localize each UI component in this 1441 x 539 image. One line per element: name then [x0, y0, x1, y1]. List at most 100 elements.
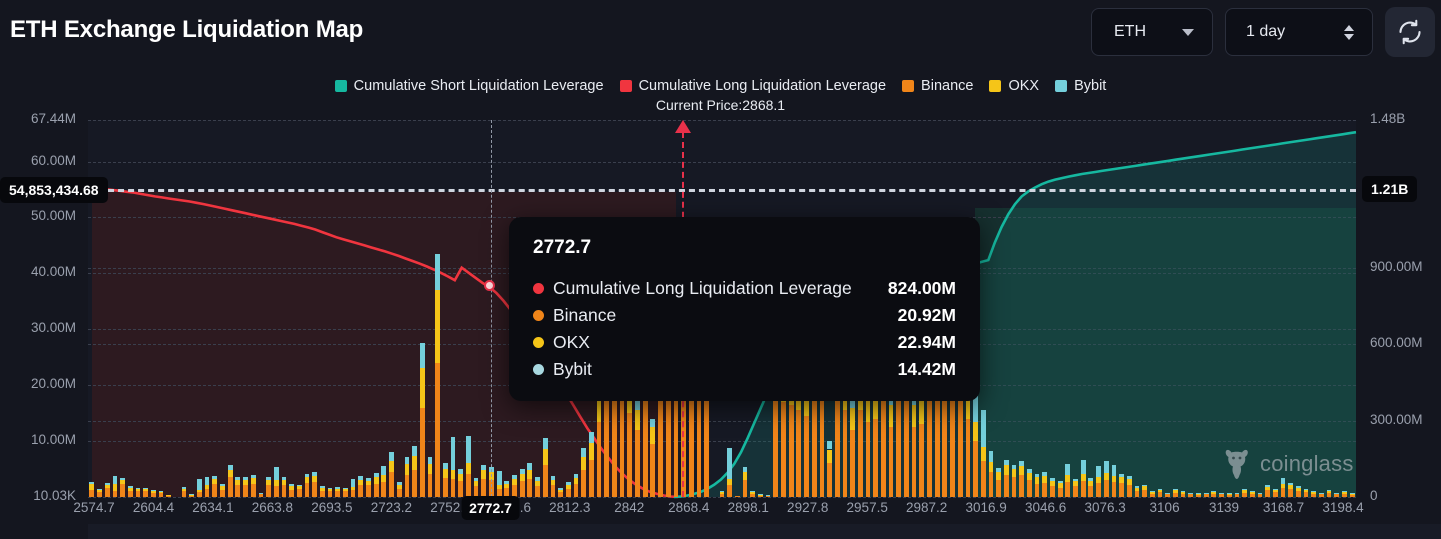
bar-segment — [227, 464, 233, 471]
bar-segment — [273, 485, 279, 497]
right-axis-value-badge: 1.21B — [1362, 175, 1418, 202]
bar-segment — [197, 478, 202, 490]
bar-segment — [381, 482, 387, 497]
legend-item-bybit[interactable]: Bybit — [1055, 78, 1106, 94]
x-axis-tick: 2634.1 — [192, 500, 234, 515]
bar-segment — [1042, 472, 1048, 477]
bar-segment — [466, 463, 471, 475]
bar-segment — [1303, 489, 1309, 492]
bar-segment — [1073, 486, 1078, 497]
bar-segment — [965, 418, 971, 497]
bar-segment — [1203, 493, 1209, 495]
bar-segment — [765, 495, 771, 496]
bar-segment — [1196, 493, 1201, 494]
legend-item-short[interactable]: Cumulative Short Liquidation Leverage — [334, 78, 604, 94]
bar-segment — [1103, 480, 1109, 497]
period-select[interactable]: 1 day — [1225, 8, 1373, 56]
bar-segment — [304, 483, 310, 497]
bar-segment — [619, 362, 625, 497]
bar-segment — [519, 481, 525, 497]
bar-segment — [227, 470, 233, 477]
bar-segment — [304, 477, 310, 484]
legend-item-binance[interactable]: Binance — [902, 78, 973, 94]
bar-segment — [1265, 490, 1270, 497]
x-axis-tick: 2723.2 — [370, 500, 413, 515]
bar-segment — [381, 466, 387, 476]
bar-segment — [1088, 485, 1094, 497]
bar-segment — [1003, 459, 1009, 466]
bar-segment — [412, 446, 417, 456]
bar-segment — [120, 483, 125, 497]
bar-segment — [89, 481, 95, 485]
symbol-select[interactable]: ETH — [1091, 8, 1213, 56]
tooltip-series-dot — [533, 364, 544, 375]
bar-segment — [627, 413, 633, 497]
bar-segment — [466, 435, 471, 464]
bar-segment — [320, 488, 325, 491]
bar-segment — [973, 421, 978, 442]
grid-line — [88, 420, 1356, 422]
bar-segment — [135, 487, 141, 489]
bar-segment — [658, 334, 663, 497]
bar-segment — [927, 385, 932, 497]
grid-line — [88, 120, 1356, 121]
bar-segment — [1319, 492, 1324, 494]
symbol-select-value: ETH — [1114, 23, 1146, 40]
y-axis-left-tick: 67.44M — [30, 111, 76, 126]
bar-segment — [419, 407, 425, 497]
bar-segment — [911, 404, 917, 428]
bar-segment — [112, 491, 118, 497]
bar-segment — [650, 418, 656, 428]
bar-segment — [312, 476, 318, 483]
bar-segment — [1134, 486, 1140, 489]
bar-segment — [1165, 494, 1171, 497]
bar-segment — [481, 478, 487, 497]
bar-segment — [358, 479, 364, 485]
bar-segment — [527, 463, 533, 470]
y-axis-left: 10.03K 10.00M 20.00M 30.00M 40.00M 50.00M 60.0… — [0, 111, 84, 503]
bar-segment — [273, 479, 279, 486]
tooltip-series-value: 824.00M — [887, 278, 956, 298]
chevron-updown-icon — [1344, 24, 1354, 40]
x-axis-tick: 3016.9 — [965, 500, 1007, 515]
bar-segment — [1211, 490, 1217, 492]
bar-segment — [181, 490, 187, 497]
legend-item-long[interactable]: Cumulative Long Liquidation Leverage — [619, 78, 886, 94]
y-axis-right-tick: 1.48B — [1370, 111, 1406, 126]
bar-segment — [827, 463, 832, 497]
bar-segment — [1019, 465, 1025, 475]
bar-segment — [911, 427, 917, 497]
bar-segment — [758, 494, 763, 495]
bar-segment — [596, 421, 602, 497]
bar-segment — [919, 399, 925, 425]
bar-segment — [373, 472, 379, 478]
bar-segment — [419, 368, 425, 408]
bar-segment — [980, 410, 986, 447]
bar-segment — [519, 469, 525, 475]
coinglass-bull-icon — [1225, 449, 1248, 479]
bar-segment — [588, 431, 594, 443]
bar-segment — [581, 469, 587, 497]
bar-segment — [143, 488, 148, 491]
bar-segment — [1080, 460, 1086, 475]
bar-segment — [512, 484, 517, 497]
bar-segment — [542, 448, 548, 465]
refresh-button[interactable] — [1385, 7, 1435, 57]
bar-segment — [181, 488, 187, 491]
bar-segment — [1103, 472, 1109, 481]
bar-segment — [496, 489, 502, 497]
bar-segment — [665, 340, 671, 497]
bar-segment — [220, 485, 225, 490]
bar-segment — [112, 476, 118, 485]
x-axis-tick: 3198.4 — [1322, 500, 1364, 515]
bar-segment — [1265, 486, 1270, 491]
bar-segment — [512, 479, 517, 485]
bar-segment — [558, 491, 563, 497]
bar-segment — [1257, 492, 1263, 494]
bar-segment — [1042, 483, 1048, 497]
bar-segment — [350, 478, 356, 487]
legend-item-okx[interactable]: OKX — [989, 78, 1039, 94]
bar-segment — [1219, 492, 1224, 494]
bar-segment — [412, 455, 417, 470]
x-axis-tick: 2663.8 — [251, 500, 294, 515]
